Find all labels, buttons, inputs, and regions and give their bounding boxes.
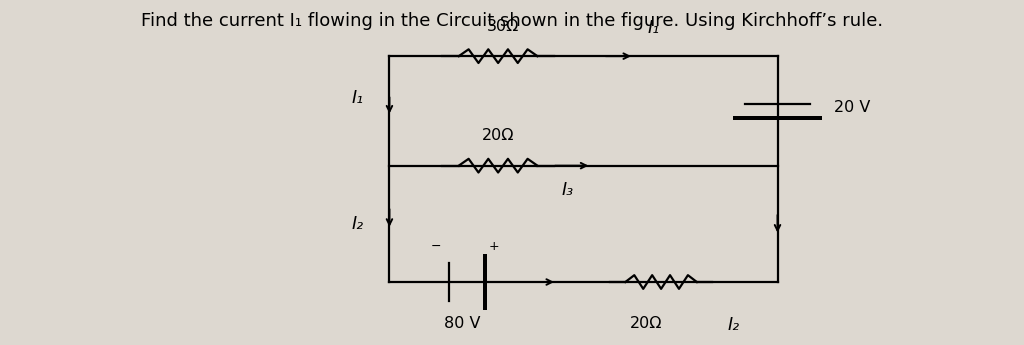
Text: +: +: [488, 240, 499, 253]
Text: 20Ω: 20Ω: [482, 128, 514, 144]
Text: 20Ω: 20Ω: [630, 316, 663, 331]
Text: 30Ω: 30Ω: [487, 19, 519, 34]
Text: I₂: I₂: [727, 316, 739, 334]
Text: I₂: I₂: [352, 215, 364, 233]
Text: I₃: I₃: [562, 181, 574, 199]
Text: 80 V: 80 V: [443, 316, 480, 331]
Text: I₁: I₁: [352, 89, 364, 107]
Text: −: −: [431, 240, 441, 253]
Text: Find the current I₁ flowing in the Circuit shown in the figure. Using Kirchhoff’: Find the current I₁ flowing in the Circu…: [141, 12, 883, 30]
Text: I₁: I₁: [647, 19, 659, 37]
Text: 20 V: 20 V: [834, 100, 870, 115]
